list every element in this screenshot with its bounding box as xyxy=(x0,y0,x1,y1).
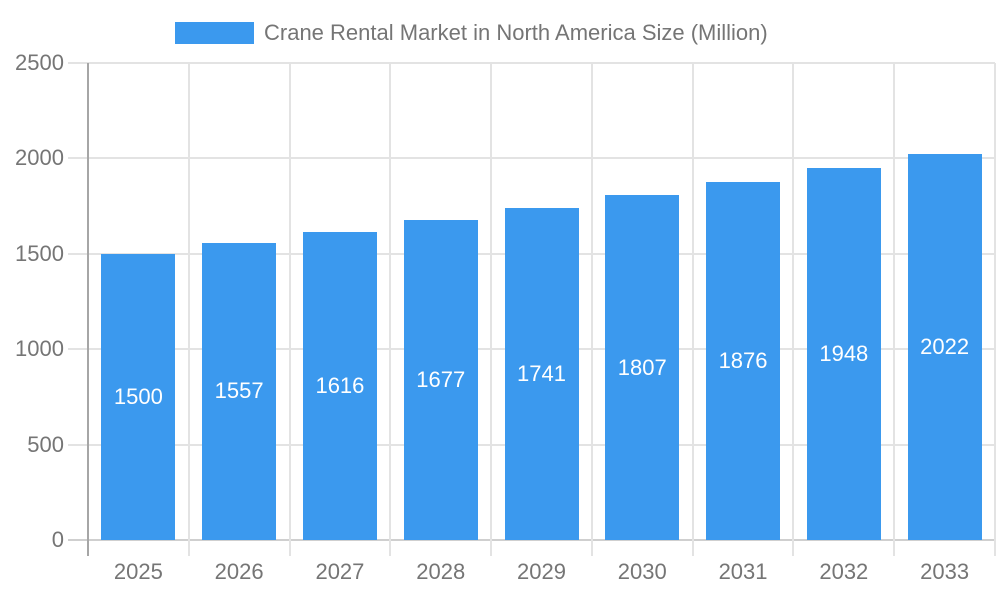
x-tick-label: 2025 xyxy=(113,559,163,584)
y-tick-label: 500 xyxy=(27,431,64,457)
y-tick-label: 0 xyxy=(51,527,64,552)
legend-swatch xyxy=(175,22,254,44)
y-tick-label: 2000 xyxy=(15,145,64,171)
x-tick-label: 2033 xyxy=(920,559,970,584)
y-tick-label: 1500 xyxy=(15,240,64,266)
x-tick-label: 2031 xyxy=(718,559,768,584)
bar[interactable] xyxy=(907,154,982,540)
x-gridline xyxy=(187,63,190,556)
x-tick-label: 2026 xyxy=(214,559,264,584)
bar[interactable] xyxy=(101,253,176,540)
legend[interactable]: Crane Rental Market in North America Siz… xyxy=(175,20,768,46)
x-gridline xyxy=(590,63,593,556)
x-tick-label: 2032 xyxy=(819,559,869,584)
y-axis-line xyxy=(87,63,89,556)
bar[interactable] xyxy=(706,182,781,540)
x-tick-label: 2029 xyxy=(517,559,566,584)
x-gridline xyxy=(389,63,392,556)
x-tick-label: 2028 xyxy=(416,559,466,584)
y-tick-label: 1000 xyxy=(15,336,64,362)
bar[interactable] xyxy=(806,168,881,540)
bar[interactable] xyxy=(504,207,579,540)
plot-area: 0 500 1000 1500 2000 2500 1500 2025 1557 2026 1616… xyxy=(15,50,996,584)
y-gridline xyxy=(68,62,995,64)
x-gridline xyxy=(792,63,795,556)
x-tick-label: 2027 xyxy=(315,559,365,584)
legend-label: Crane Rental Market in North America Siz… xyxy=(264,20,768,45)
x-gridline xyxy=(994,63,996,556)
bar[interactable] xyxy=(605,195,680,540)
bar[interactable] xyxy=(202,242,277,540)
x-gridline xyxy=(691,63,694,556)
x-tick-label: 2030 xyxy=(617,559,667,584)
y-gridline xyxy=(68,157,995,160)
bar[interactable] xyxy=(302,231,377,540)
x-gridline xyxy=(490,63,493,556)
x-gridline xyxy=(893,63,896,556)
x-gridline xyxy=(288,63,291,556)
y-tick-label: 2500 xyxy=(15,50,64,75)
bar[interactable] xyxy=(403,220,478,540)
